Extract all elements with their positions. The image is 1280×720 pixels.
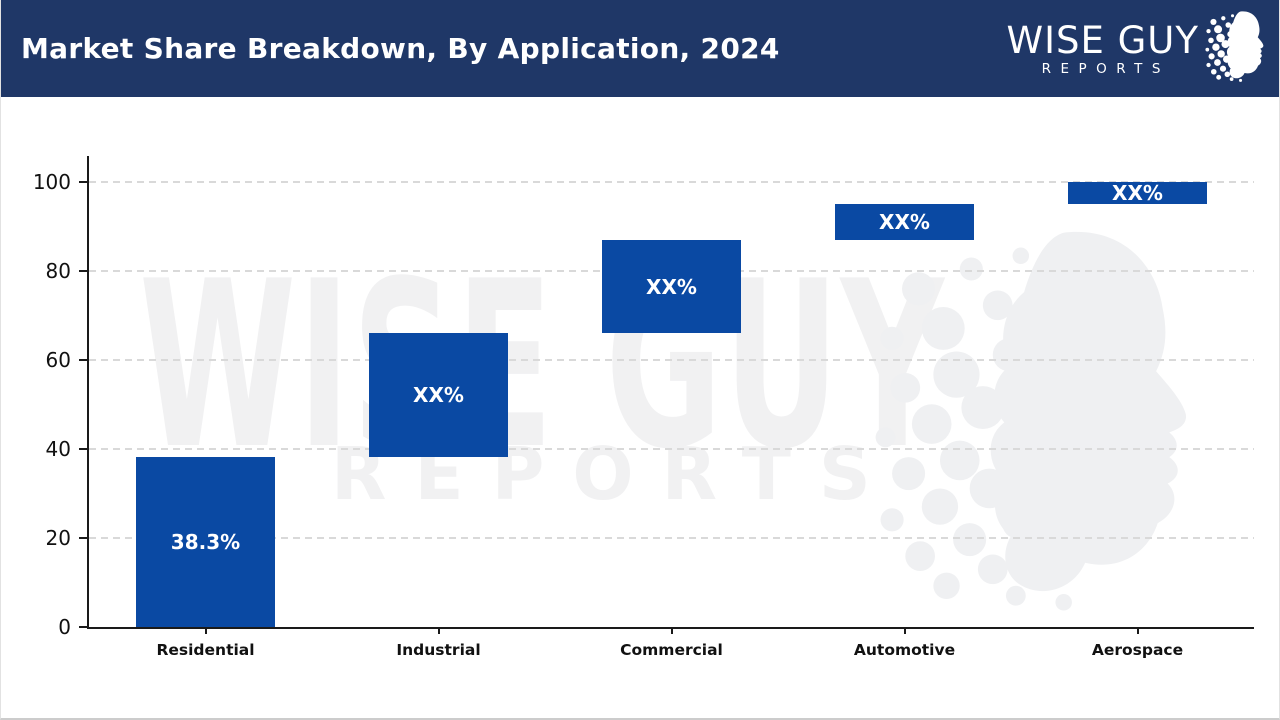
x-tick-mark [437,627,440,634]
y-axis-line [87,156,89,627]
gridline [89,448,1254,451]
y-tick-label: 20 [45,526,71,551]
logo-subtitle: REPORTS [1041,60,1170,77]
x-tick-label: Automotive [853,641,956,659]
gridline [89,181,1254,184]
y-tick-mark [79,181,87,184]
dotted-head-icon [1205,11,1264,82]
gridline [89,359,1254,362]
bar [602,240,741,334]
y-tick-label: 0 [58,615,71,639]
page-title: Market Share Breakdown, By Application, … [21,32,780,65]
x-tick-label: Residential [156,641,255,659]
y-tick-mark [79,537,87,540]
wise-guy-logo: WISE GUY REPORTS [1007,8,1267,90]
y-tick-mark [79,626,87,628]
bar [369,333,508,457]
bar [136,456,275,627]
y-tick-mark [79,359,87,362]
y-tick-label: 60 [45,348,71,373]
x-tick-mark [903,627,906,634]
x-tick-label: Industrial [396,641,481,659]
y-tick-label: 40 [45,437,71,462]
bar-label: XX% [879,210,930,235]
x-tick-mark [1136,627,1139,634]
x-tick-mark [204,627,207,634]
header-band: Market Share Breakdown, By Application, … [1,0,1279,97]
bar-label: 38.3% [170,529,241,554]
logo-wordmark: WISE GUY [1006,18,1199,62]
watermark-wordmark: WISE GUY [139,233,946,500]
bar-label: XX% [413,383,464,408]
x-tick-label: Aerospace [1091,641,1184,659]
bar-label: XX% [1112,181,1163,206]
gridline [89,537,1254,540]
x-tick-mark [670,627,673,634]
y-tick-label: 100 [32,170,71,195]
y-tick-mark [79,270,87,273]
bar [835,204,974,241]
plot-area: 0 20 40 60 80 100 38.3% Residential XX% Industria… [33,156,1254,659]
x-tick-label: Commercial [620,641,723,659]
logo-text: WISE GUY REPORTS [1007,22,1199,77]
y-tick-mark [79,448,87,451]
y-tick-label: 80 [45,259,71,284]
bar [1068,182,1207,205]
bar-label: XX% [646,274,697,299]
